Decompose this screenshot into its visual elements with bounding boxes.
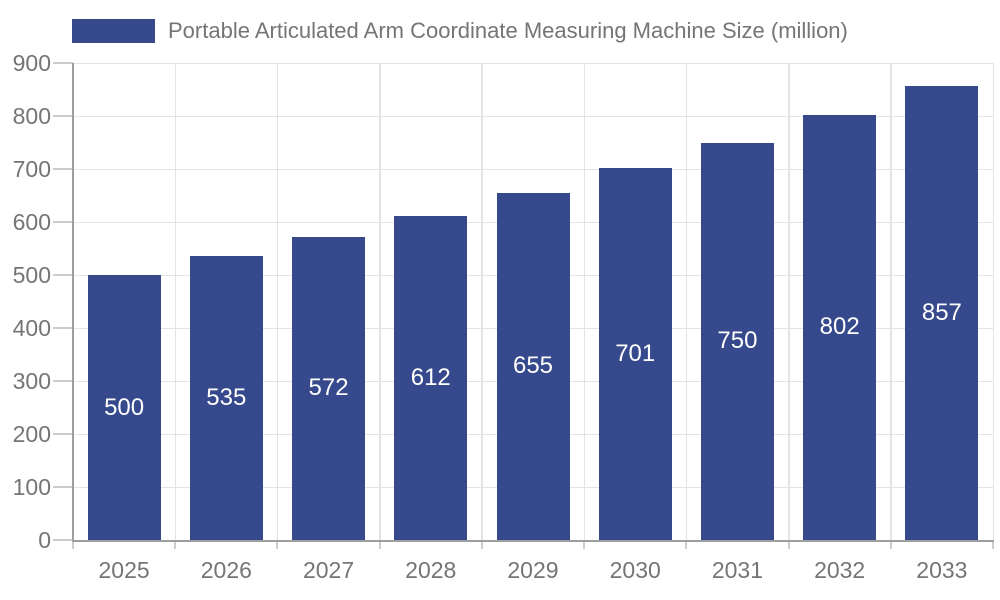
y-tick (53, 486, 73, 488)
x-gridline (890, 63, 892, 540)
x-tick (889, 540, 892, 549)
y-axis-label: 500 (12, 262, 51, 288)
x-axis-label: 2033 (916, 557, 968, 583)
x-axis-label: 2029 (507, 557, 559, 583)
bar: 857 (905, 85, 979, 540)
x-axis-label: 2028 (405, 557, 457, 583)
x-gridline (685, 63, 688, 540)
bar-value-label: 535 (206, 384, 247, 412)
x-gridline (174, 63, 177, 540)
x-tick (583, 540, 586, 549)
x-gridline (788, 63, 790, 540)
x-tick (174, 540, 177, 549)
bar: 535 (189, 256, 263, 540)
x-axis-label: 2027 (302, 557, 355, 583)
y-axis-label: 0 (38, 527, 51, 553)
x-gridline (992, 63, 994, 540)
y-tick (53, 115, 73, 117)
bar-value-label: 655 (512, 352, 554, 380)
bar: 500 (87, 275, 161, 540)
bar-value-label: 857 (921, 298, 962, 326)
y-tick (53, 221, 73, 223)
bar: 612 (394, 215, 468, 540)
y-tick (53, 168, 73, 170)
x-axis-line (72, 540, 994, 542)
x-axis-label: 2030 (609, 557, 661, 583)
y-axis-label: 300 (12, 368, 51, 394)
x-axis-label: 2031 (711, 557, 764, 583)
x-gridline (276, 63, 279, 540)
x-tick (378, 540, 381, 549)
x-tick (480, 540, 483, 549)
bar-value-label: 572 (308, 374, 349, 402)
x-tick (276, 540, 279, 549)
y-axis-label: 100 (12, 474, 51, 500)
x-tick (787, 540, 790, 549)
y-gridline (73, 168, 993, 170)
x-axis-label: 2025 (98, 557, 150, 583)
legend-label: Portable Articulated Arm Coordinate Meas… (168, 18, 848, 43)
y-tick (53, 274, 73, 276)
x-tick (992, 540, 994, 549)
y-axis-line (72, 63, 74, 542)
y-tick (53, 380, 73, 382)
y-tick (53, 327, 73, 329)
y-axis-label: 400 (12, 315, 51, 341)
x-tick (72, 540, 74, 549)
legend[interactable]: Portable Articulated Arm Coordinate Meas… (72, 19, 848, 43)
x-tick (685, 540, 688, 549)
x-gridline (379, 63, 381, 540)
bar-value-label: 701 (615, 340, 656, 368)
y-axis-label: 800 (12, 103, 51, 129)
bar: 802 (803, 114, 877, 540)
bar: 655 (496, 192, 570, 540)
y-tick (53, 539, 73, 541)
y-tick (53, 433, 73, 435)
x-gridline (481, 63, 483, 540)
bar-value-label: 750 (717, 327, 758, 355)
x-gridline (583, 63, 586, 540)
legend-swatch-icon (72, 19, 155, 43)
bar: 701 (598, 168, 672, 540)
y-axis-label: 600 (12, 209, 51, 235)
bar: 572 (292, 236, 366, 540)
x-axis-label: 2032 (814, 557, 866, 583)
x-axis-label: 2026 (200, 557, 252, 583)
bar-value-label: 802 (819, 313, 860, 341)
y-axis-label: 200 (12, 421, 51, 447)
y-axis-label: 700 (12, 156, 51, 182)
bar-value-label: 500 (104, 393, 145, 421)
y-gridline (73, 62, 993, 64)
bar: 750 (700, 142, 774, 540)
y-axis-label: 900 (12, 50, 51, 76)
y-gridline (73, 115, 993, 117)
y-tick (53, 62, 73, 64)
bar-value-label: 612 (410, 363, 451, 391)
